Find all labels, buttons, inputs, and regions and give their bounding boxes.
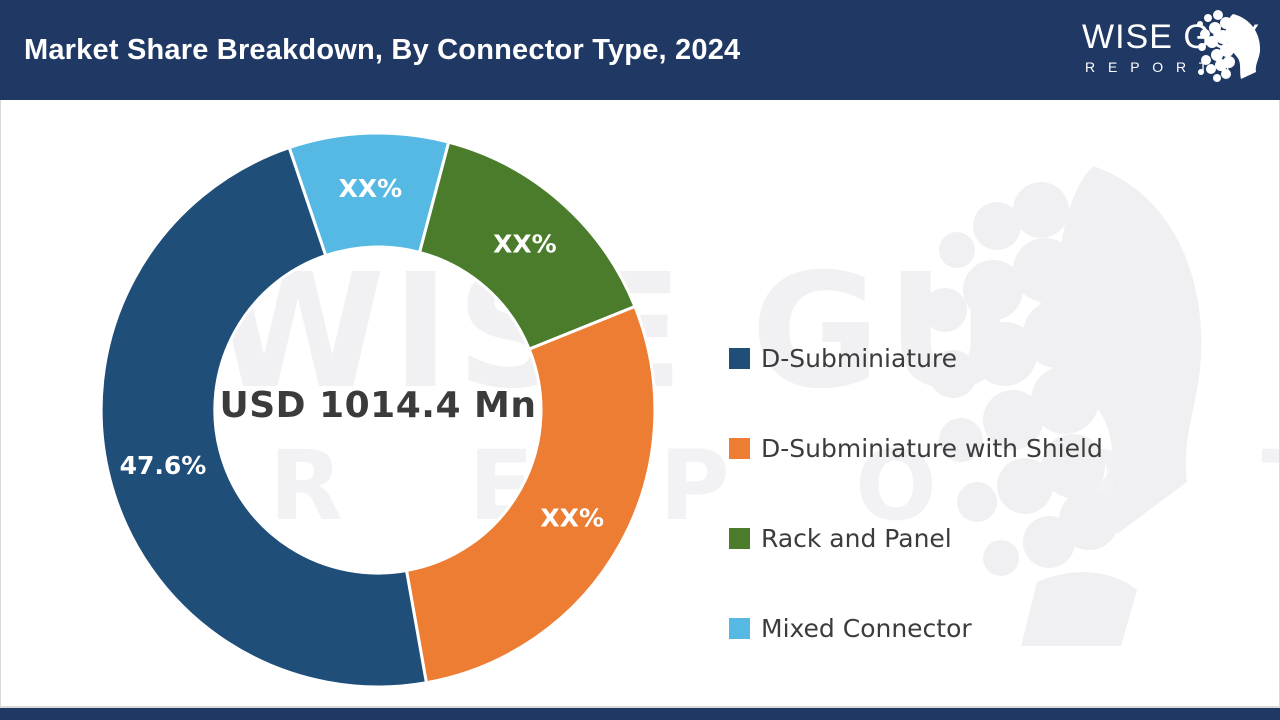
donut-center-value: USD 1014.4 Mn	[219, 385, 537, 426]
chart-area: WISE GUY R E P O R T S XX%XX%XX%47.6% US…	[0, 100, 1280, 706]
donut-segment-label: XX%	[540, 504, 604, 533]
page-title: Market Share Breakdown, By Connector Typ…	[24, 33, 741, 66]
legend-label: Rack and Panel	[761, 523, 952, 553]
donut-segment-d-subminiature	[99, 146, 428, 689]
legend-swatch-icon	[729, 527, 750, 549]
legend-label: Mixed Connector	[761, 613, 972, 643]
logo-text-secondary: R E P O R T S	[1085, 59, 1234, 75]
legend-label: D-Subminiature	[761, 343, 958, 373]
donut-segment-label: XX%	[339, 174, 403, 203]
footer-bar	[0, 706, 1280, 720]
legend-item: Mixed Connector	[729, 612, 1103, 644]
header-bar: Market Share Breakdown, By Connector Typ…	[0, 0, 1280, 100]
legend-swatch-icon	[729, 347, 750, 369]
watermark-face-icon	[923, 166, 1202, 646]
donut-segment-label: XX%	[493, 230, 557, 259]
wise-guy-logo: WISE GUY R E P O R T S	[1082, 10, 1261, 82]
legend-swatch-icon	[729, 437, 750, 459]
legend-label: D-Subminiature with Shield	[761, 433, 1103, 463]
donut-chart: XX% XX% XX% 47.6%	[1, 100, 761, 706]
donut-segment-d-subminiature-with-shield	[405, 305, 657, 685]
legend-item: Rack and Panel	[729, 522, 1103, 554]
chart-legend: D-Subminiature D-Subminiature with Shiel…	[729, 342, 1103, 702]
legend-item: D-Subminiature	[729, 342, 1103, 374]
legend-swatch-icon	[729, 617, 750, 639]
legend-item: D-Subminiature with Shield	[729, 432, 1103, 464]
donut-segment-label: 47.6%	[120, 451, 207, 480]
logo-dots-face-icon	[1197, 10, 1261, 82]
